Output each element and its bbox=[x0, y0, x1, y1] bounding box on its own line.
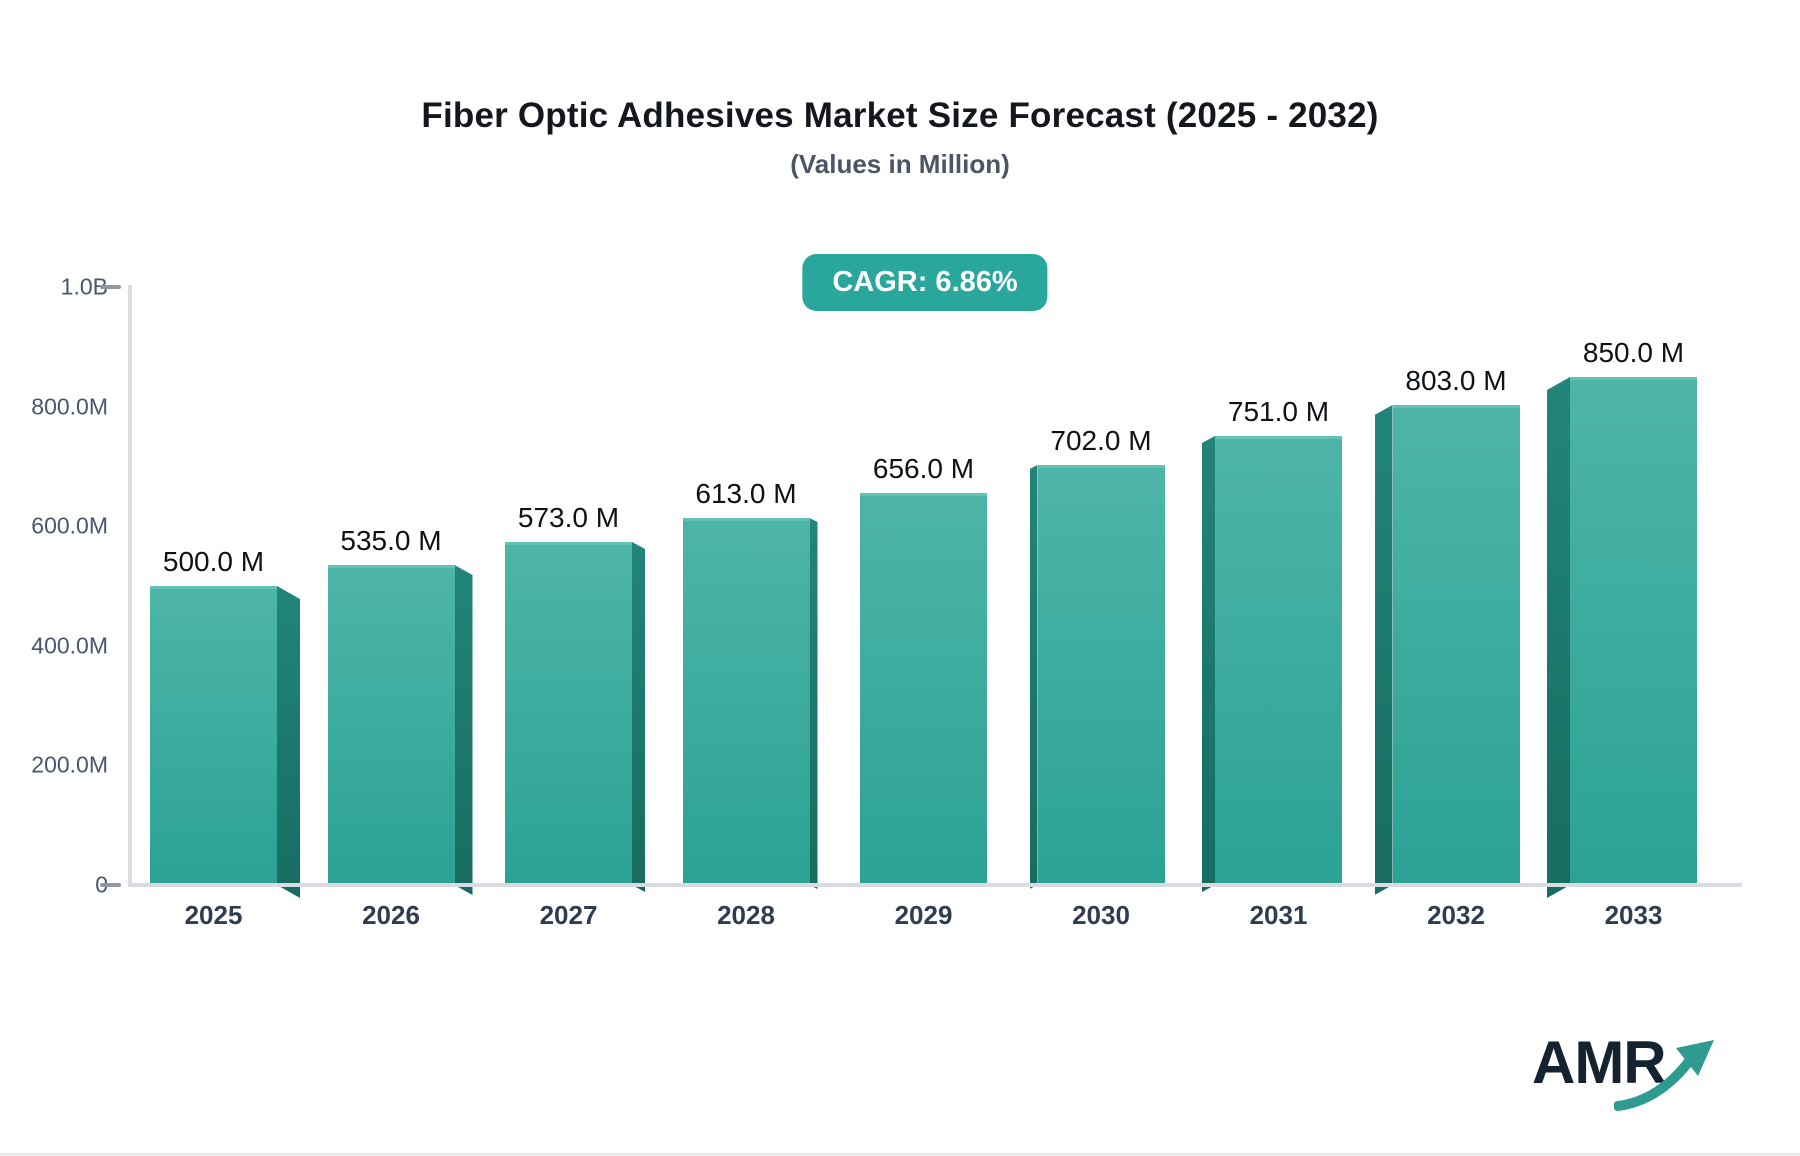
y-tick-label: 600.0M bbox=[31, 512, 108, 539]
x-axis-label-2030: 2030 bbox=[1072, 900, 1130, 930]
cagr-badge: CAGR: 6.86% bbox=[802, 254, 1048, 311]
amr-logo-text: AMR bbox=[1532, 1029, 1667, 1096]
bar-value-label: 850.0 M bbox=[1582, 337, 1685, 368]
bar-value-label: 803.0 M bbox=[1405, 365, 1507, 396]
bar-2025[interactable] bbox=[150, 586, 277, 885]
x-axis-label-2026: 2026 bbox=[362, 900, 420, 930]
bar-2032[interactable] bbox=[1392, 405, 1520, 885]
bar-2026[interactable] bbox=[327, 565, 455, 885]
y-tick-label: 0 bbox=[8, 872, 108, 899]
bar-side-face-2028 bbox=[809, 518, 818, 889]
bar-side-face-2032 bbox=[1374, 405, 1393, 895]
bar-value-label: 500.0 M bbox=[162, 546, 265, 577]
y-tick-dash bbox=[100, 883, 121, 887]
bar-2033[interactable] bbox=[1570, 377, 1697, 885]
bar-2030[interactable] bbox=[1037, 465, 1165, 885]
bar-side-face-2030 bbox=[1029, 465, 1038, 889]
amr-logo: AMR bbox=[1532, 1028, 1722, 1118]
y-tick-label: 400.0M bbox=[31, 632, 108, 659]
bar-value-label: 535.0 M bbox=[340, 525, 442, 556]
bar-side-face-2026 bbox=[454, 565, 473, 895]
bar-2031[interactable] bbox=[1215, 436, 1342, 885]
bar-side-face-2033 bbox=[1547, 377, 1570, 898]
bar-value-label: 702.0 M bbox=[1050, 425, 1152, 456]
bar-value-label: 656.0 M bbox=[872, 453, 975, 484]
bar-2029[interactable] bbox=[860, 493, 987, 885]
y-axis-line bbox=[128, 285, 132, 887]
x-axis-label-2027: 2027 bbox=[539, 900, 598, 930]
x-axis-line bbox=[128, 883, 1742, 887]
x-axis-label-2028: 2028 bbox=[717, 900, 775, 930]
x-axis-label-2031: 2031 bbox=[1249, 900, 1308, 930]
x-axis-label-2033: 2033 bbox=[1604, 900, 1663, 930]
x-axis-label-2025: 2025 bbox=[184, 900, 243, 930]
bar-side-face-2025 bbox=[277, 586, 300, 898]
bar-value-label: 751.0 M bbox=[1227, 396, 1330, 427]
bar-side-face-2027 bbox=[632, 542, 645, 892]
bar-value-label: 613.0 M bbox=[695, 478, 797, 509]
y-tick-label: 800.0M bbox=[31, 393, 108, 420]
y-tick-dash bbox=[100, 285, 121, 289]
bar-value-label: 573.0 M bbox=[517, 502, 620, 533]
x-axis-label-2029: 2029 bbox=[894, 900, 953, 930]
growth-arrow-icon bbox=[1614, 1040, 1714, 1111]
bar-2027[interactable] bbox=[505, 542, 632, 885]
bar-side-face-2031 bbox=[1202, 436, 1215, 892]
chart-title: Fiber Optic Adhesives Market Size Foreca… bbox=[421, 96, 1379, 135]
x-axis-label-2032: 2032 bbox=[1427, 900, 1485, 930]
y-tick-label: 200.0M bbox=[31, 751, 108, 778]
chart-subtitle: (Values in Million) bbox=[790, 149, 1010, 179]
y-tick-label: 1.0B bbox=[60, 273, 108, 300]
bar-2028[interactable] bbox=[682, 518, 810, 885]
